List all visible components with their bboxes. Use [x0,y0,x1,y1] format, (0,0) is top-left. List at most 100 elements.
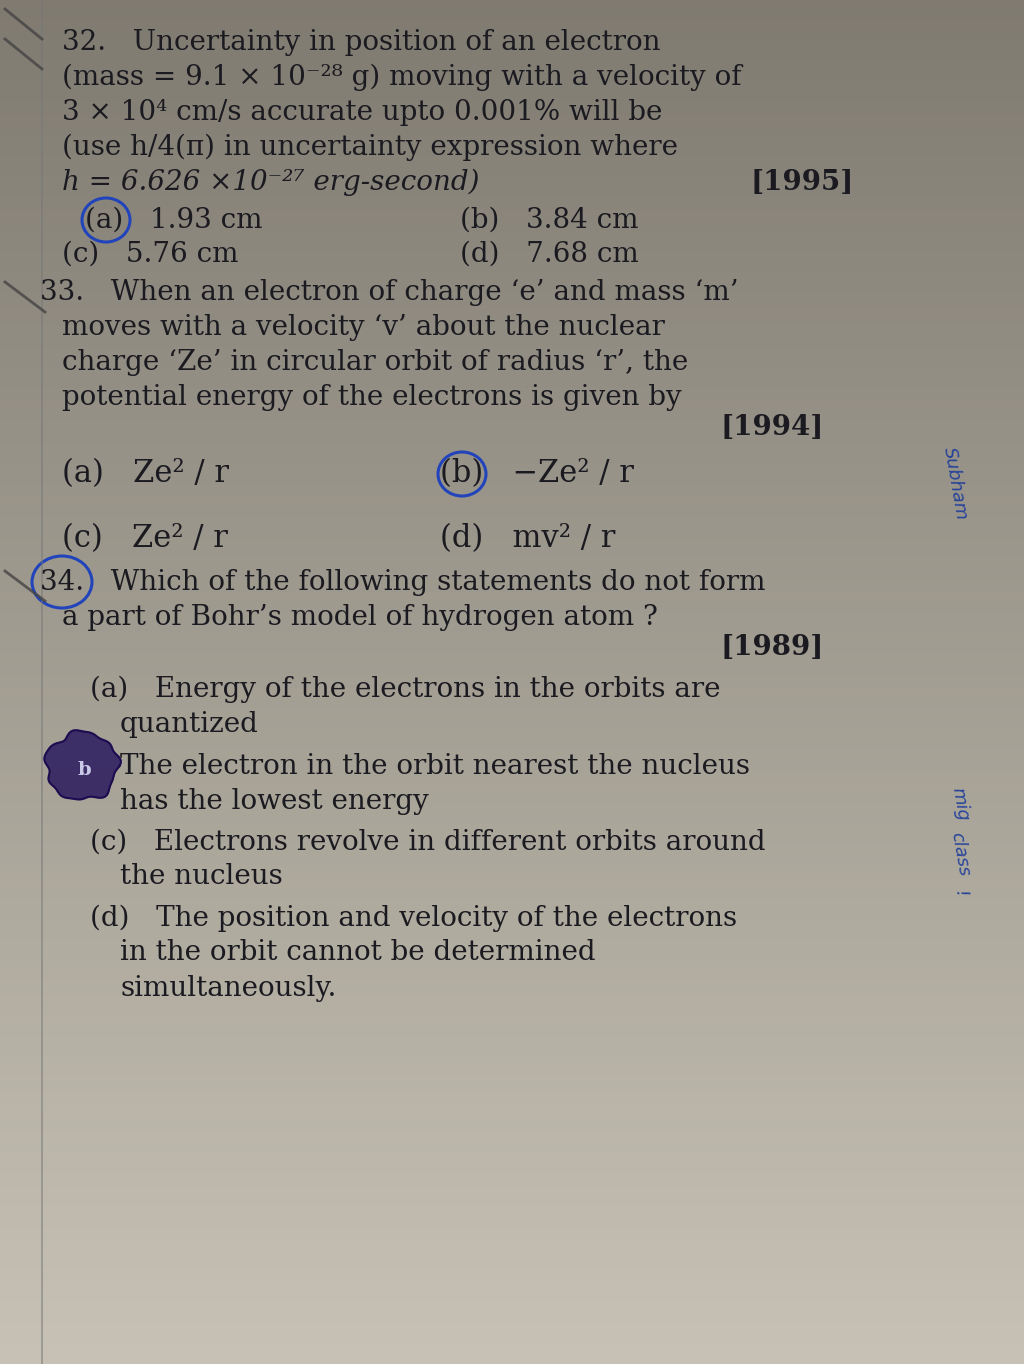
Bar [0,496,1024,505]
Bar [0,1022,1024,1030]
Bar [0,1281,1024,1289]
Bar [0,101,1024,109]
Bar [0,578,1024,587]
Bar [0,544,1024,552]
Bar [0,149,1024,157]
Bar [0,510,1024,518]
Bar [0,919,1024,928]
Text: in the orbit cannot be determined: in the orbit cannot be determined [120,940,596,967]
Bar [0,503,1024,512]
Bar [0,381,1024,389]
Text: (c)   5.76 cm: (c) 5.76 cm [62,240,239,267]
Bar [0,790,1024,798]
Bar [0,1028,1024,1037]
Text: (d)   mv² / r: (d) mv² / r [440,524,615,555]
Bar [0,244,1024,252]
Bar [0,899,1024,907]
Text: 34.   Which of the following statements do not form: 34. Which of the following statements do… [40,569,766,596]
Bar [0,1219,1024,1228]
Bar [0,1254,1024,1262]
Bar [0,906,1024,914]
Text: (a)   1.93 cm: (a) 1.93 cm [85,206,262,233]
Bar [0,803,1024,812]
Bar [0,374,1024,382]
Bar [0,231,1024,239]
Bar [0,1110,1024,1118]
Bar [0,1008,1024,1016]
Bar [0,1335,1024,1344]
Bar [0,1185,1024,1194]
Bar [0,360,1024,368]
Bar [0,701,1024,709]
Bar [0,1042,1024,1050]
Bar [0,1356,1024,1364]
Bar [0,1069,1024,1078]
Bar [0,1192,1024,1200]
Bar [0,155,1024,164]
Text: charge ‘Ze’ in circular orbit of radius ‘r’, the: charge ‘Ze’ in circular orbit of radius … [62,348,688,375]
Text: Subham: Subham [940,446,971,522]
Bar [0,490,1024,498]
Bar [0,1260,1024,1269]
Bar [0,1103,1024,1112]
Bar [0,831,1024,839]
Bar [0,994,1024,1003]
Bar [0,210,1024,218]
Bar [0,1049,1024,1057]
Bar [0,1301,1024,1309]
Text: [1994]: [1994] [720,413,823,441]
Bar [0,1199,1024,1207]
Bar [0,694,1024,702]
Bar [0,647,1024,655]
Bar [0,947,1024,955]
Text: 32.   Uncertainty in position of an electron: 32. Uncertainty in position of an electr… [62,29,660,56]
Bar [0,865,1024,873]
Bar [0,967,1024,975]
Bar [0,953,1024,962]
Bar [0,135,1024,143]
Text: b: b [77,761,91,779]
Bar [0,319,1024,327]
Bar [0,415,1024,423]
Bar [0,421,1024,430]
Bar [0,74,1024,82]
Text: simultaneously.: simultaneously. [120,974,336,1001]
Bar [0,762,1024,771]
Bar [0,626,1024,634]
Bar [0,40,1024,48]
Bar [0,653,1024,662]
Bar [0,981,1024,989]
Bar [0,722,1024,730]
Text: potential energy of the electrons is given by: potential energy of the electrons is giv… [62,383,682,411]
Bar [0,353,1024,361]
Text: (use h/4(π) in uncertainty expression where: (use h/4(π) in uncertainty expression wh… [62,134,678,161]
Bar [0,67,1024,75]
Text: 3 × 10⁴ cm/s accurate upto 0.001% will be: 3 × 10⁴ cm/s accurate upto 0.001% will b… [62,98,663,125]
Bar [0,483,1024,491]
Bar [0,551,1024,559]
Bar [0,872,1024,880]
Bar [0,387,1024,396]
Bar [0,1349,1024,1357]
Bar [0,12,1024,20]
Bar [0,674,1024,682]
Text: (d)   The position and velocity of the electrons: (d) The position and velocity of the ele… [90,904,737,932]
Bar [0,326,1024,334]
Bar [0,299,1024,307]
Bar [0,844,1024,852]
Bar [0,346,1024,355]
Bar [0,19,1024,27]
Text: (b)   −Ze² / r: (b) −Ze² / r [440,458,634,490]
Bar [0,1172,1024,1180]
Bar [0,196,1024,205]
Bar [0,1144,1024,1153]
Bar [0,878,1024,887]
Bar [0,449,1024,457]
Bar [0,1247,1024,1255]
Bar [0,783,1024,791]
Bar [0,633,1024,641]
Bar [0,1076,1024,1084]
Bar [0,572,1024,580]
Bar [0,1056,1024,1064]
Bar [0,749,1024,757]
